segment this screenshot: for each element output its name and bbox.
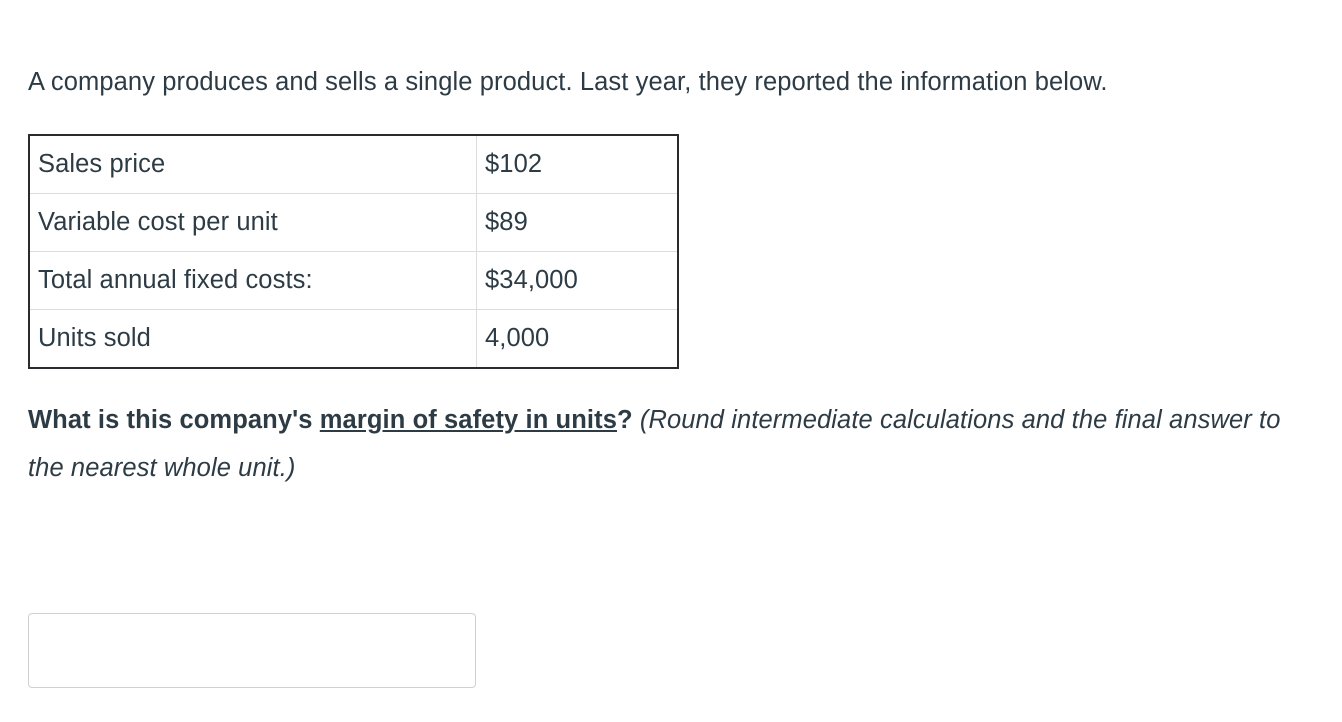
prompt-question-mark: ? bbox=[616, 406, 633, 434]
question-intro-text: A company produces and sells a single pr… bbox=[28, 68, 1108, 96]
prompt-emphasis-text: margin of safety in units bbox=[319, 406, 617, 434]
table-body: Sales price $102 Variable cost per unit … bbox=[28, 134, 679, 369]
table-cell-value: 4,000 bbox=[476, 309, 679, 369]
table-cell-label: Variable cost per unit bbox=[28, 193, 477, 252]
financial-data-table: Sales price $102 Variable cost per unit … bbox=[28, 134, 679, 369]
table-cell-value: $102 bbox=[476, 134, 679, 194]
table-cell-value: $89 bbox=[476, 193, 679, 252]
table-row: Units sold 4,000 bbox=[28, 309, 679, 369]
question-body: A company produces and sells a single pr… bbox=[28, 58, 1288, 492]
table-cell-value: $34,000 bbox=[476, 251, 679, 310]
prompt-lead-text: What is this company's bbox=[28, 406, 320, 434]
table-row: Variable cost per unit $89 bbox=[28, 193, 679, 252]
question-prompt: What is this company's margin of safety … bbox=[28, 396, 1282, 492]
table-row: Total annual fixed costs: $34,000 bbox=[28, 251, 679, 310]
table-cell-label: Units sold bbox=[28, 309, 477, 369]
prompt-rounding-note: (Round intermediate calculations and the… bbox=[28, 406, 1281, 482]
table-cell-label: Sales price bbox=[28, 134, 477, 194]
answer-input[interactable] bbox=[28, 613, 476, 688]
table-cell-label: Total annual fixed costs: bbox=[28, 251, 477, 310]
table-row: Sales price $102 bbox=[28, 134, 679, 194]
